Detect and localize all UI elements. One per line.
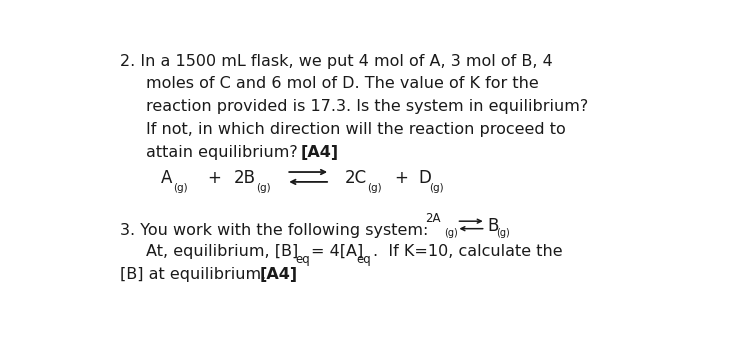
Text: +: +	[208, 169, 222, 187]
Text: 3. You work with the following system:: 3. You work with the following system:	[120, 222, 429, 237]
Text: A: A	[161, 169, 172, 187]
Text: (g): (g)	[173, 183, 187, 193]
Text: At, equilibrium, [B]: At, equilibrium, [B]	[147, 244, 299, 259]
Text: B: B	[487, 217, 499, 235]
Text: .  If K=10, calculate the: . If K=10, calculate the	[373, 244, 562, 259]
Text: +: +	[394, 169, 408, 187]
Text: (g): (g)	[256, 183, 271, 193]
Text: 2A: 2A	[425, 212, 441, 225]
Text: reaction provided is 17.3. Is the system in equilibrium?: reaction provided is 17.3. Is the system…	[147, 99, 589, 114]
Text: moles of C and 6 mol of D. The value of K for the: moles of C and 6 mol of D. The value of …	[147, 76, 539, 91]
Text: (g): (g)	[444, 228, 457, 238]
Text: (g): (g)	[496, 228, 510, 238]
Text: [B] at equilibrium.: [B] at equilibrium.	[120, 266, 266, 282]
Text: eq: eq	[295, 253, 310, 266]
Text: [A4]: [A4]	[260, 266, 299, 282]
Text: attain equilibrium?: attain equilibrium?	[147, 144, 299, 160]
Text: 2B: 2B	[234, 169, 256, 187]
Text: eq: eq	[357, 253, 371, 266]
Text: 2. In a 1500 mL flask, we put 4 mol of A, 3 mol of B, 4: 2. In a 1500 mL flask, we put 4 mol of A…	[120, 54, 553, 69]
Text: If not, in which direction will the reaction proceed to: If not, in which direction will the reac…	[147, 122, 566, 137]
Text: D: D	[419, 169, 432, 187]
Text: 2C: 2C	[344, 169, 367, 187]
Text: [A4]: [A4]	[301, 144, 339, 160]
Text: (g): (g)	[367, 183, 381, 193]
Text: (g): (g)	[429, 183, 444, 193]
Text: = 4[A]: = 4[A]	[311, 244, 364, 259]
